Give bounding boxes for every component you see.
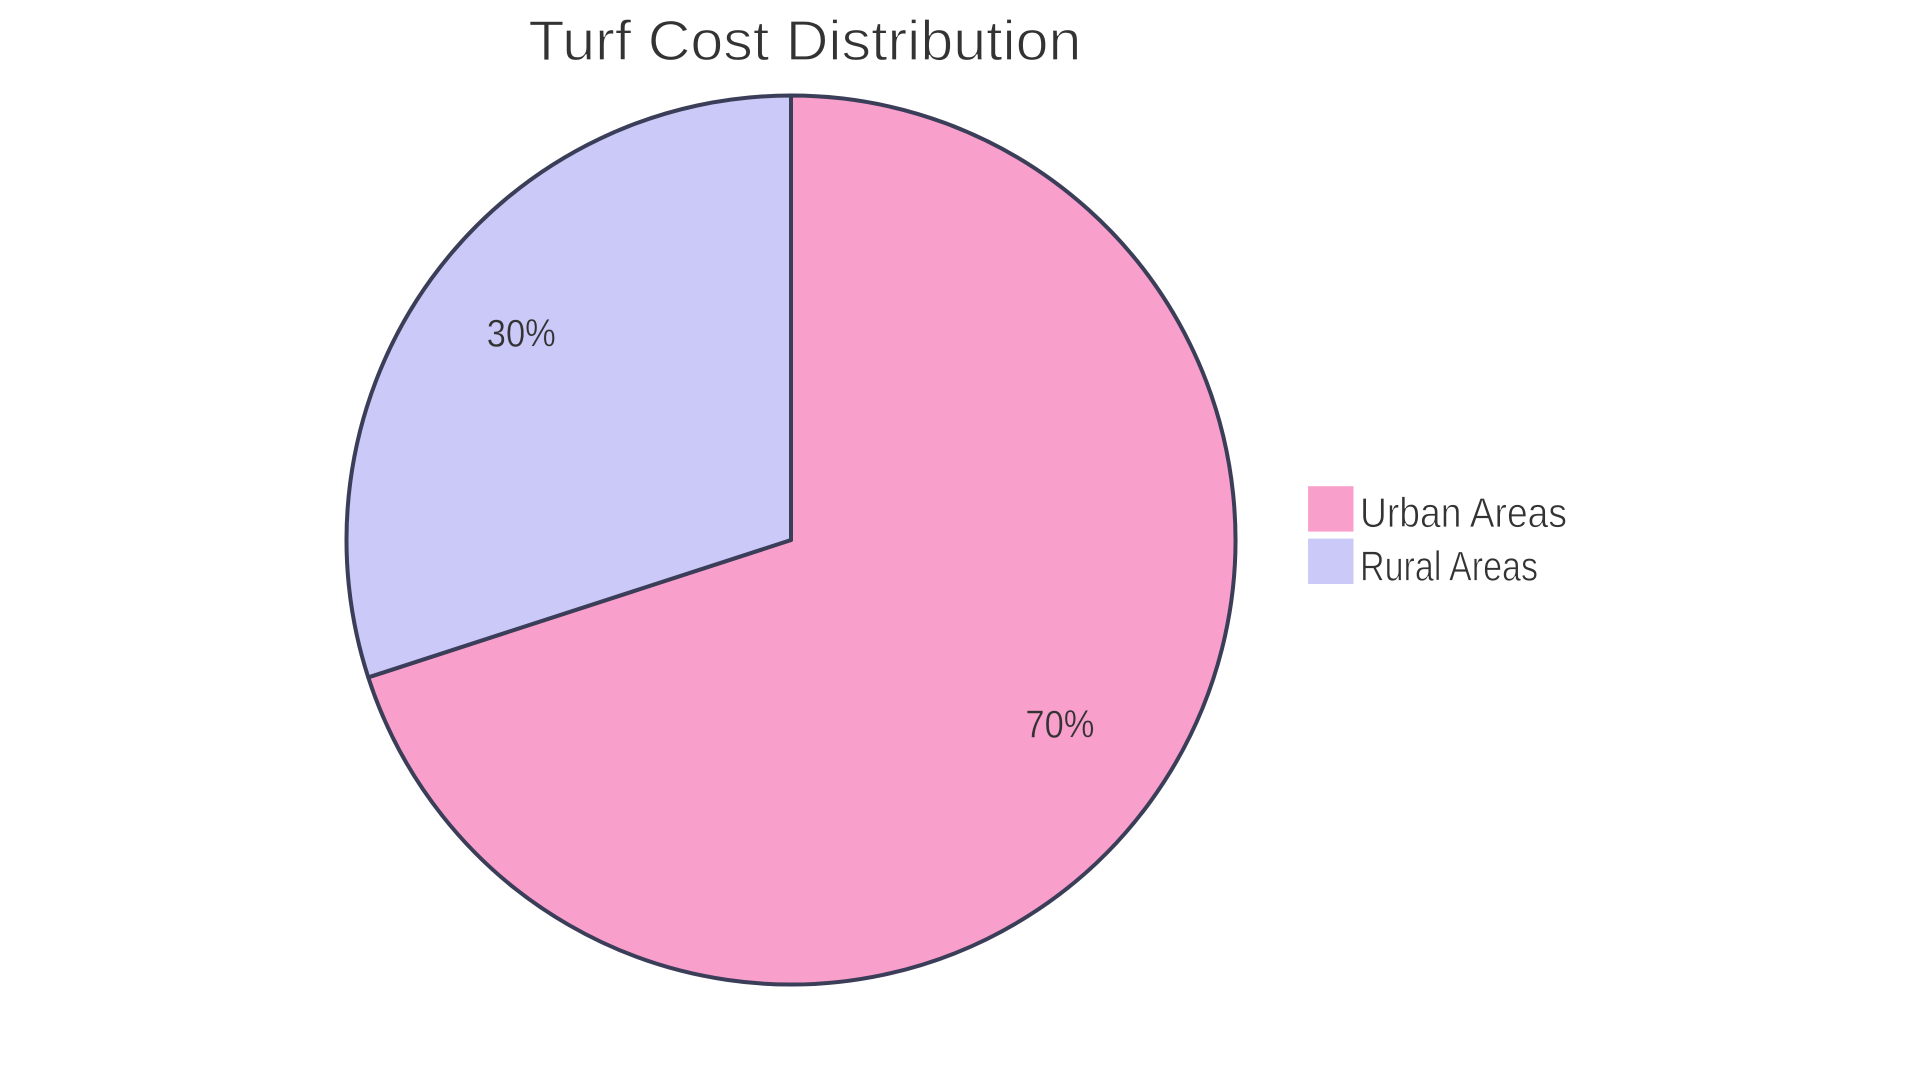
svg-text:Rural Areas: Rural Areas — [1360, 543, 1538, 590]
svg-text:30%: 30% — [487, 313, 556, 356]
svg-text:Urban Areas: Urban Areas — [1360, 489, 1567, 536]
svg-text:70%: 70% — [1025, 703, 1094, 746]
svg-text:Turf Cost Distribution: Turf Cost Distribution — [528, 9, 1081, 73]
